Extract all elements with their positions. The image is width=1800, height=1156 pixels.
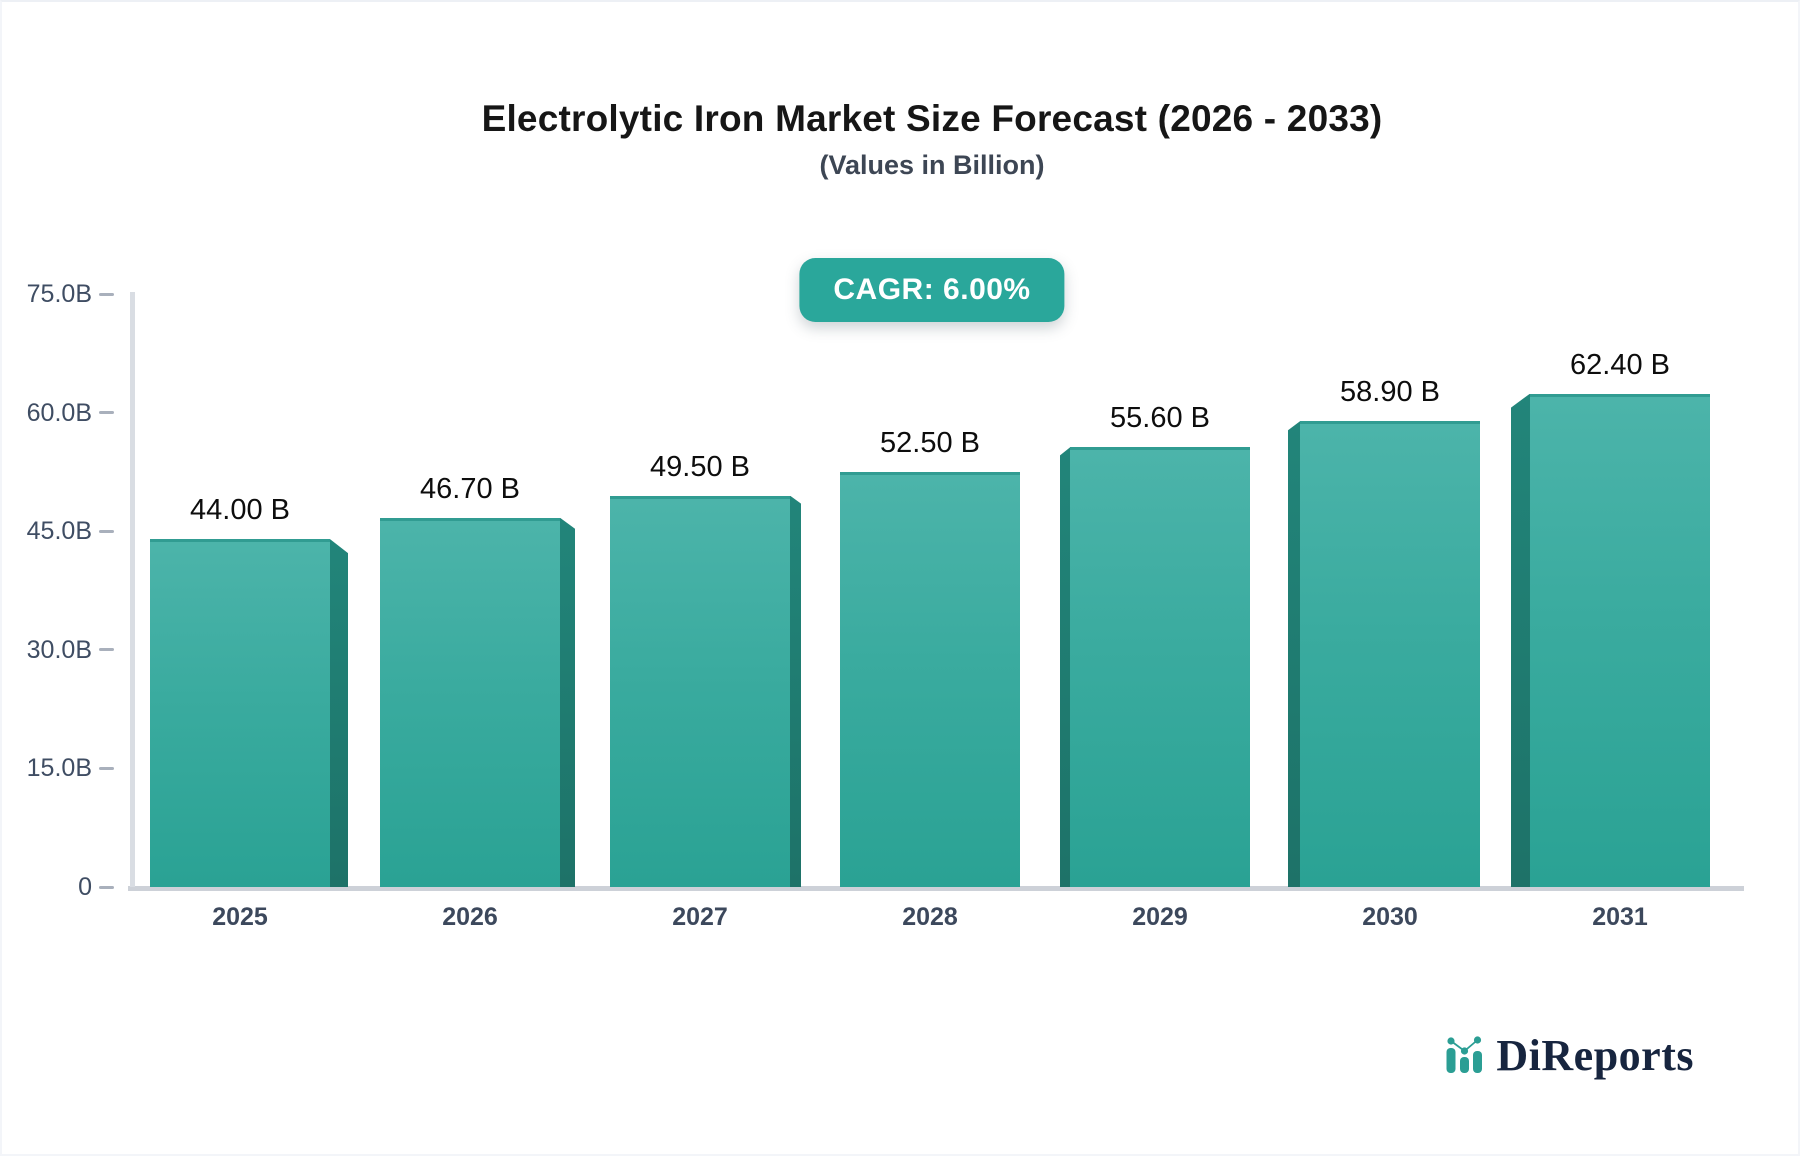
y-tick-mark — [99, 292, 114, 296]
x-axis-label-2026: 2026 — [442, 903, 498, 931]
direports-logo: DiReports — [1444, 1034, 1694, 1078]
bar-2030[interactable] — [1300, 421, 1480, 887]
y-tick-label: 0 — [78, 873, 92, 901]
y-tick-label: 60.0B — [26, 398, 92, 427]
bar-2026[interactable] — [380, 517, 560, 887]
x-axis-label-2029: 2029 — [1132, 903, 1188, 931]
y-axis-line — [130, 292, 135, 887]
bar-3d-side-2031 — [1511, 393, 1530, 887]
bar-value-label: 44.00 B — [190, 494, 290, 527]
y-tick-label: 30.0B — [26, 635, 92, 664]
bar-2031[interactable] — [1530, 393, 1710, 887]
y-tick-mark — [99, 411, 114, 415]
x-axis-label-2027: 2027 — [672, 903, 728, 931]
bar-2028[interactable] — [840, 471, 1020, 887]
y-tick-label: 45.0B — [26, 517, 92, 546]
chart-subtitle: (Values in Billion) — [819, 150, 1045, 180]
x-axis-label-2031: 2031 — [1592, 903, 1648, 931]
x-axis-line — [128, 886, 1744, 891]
bar-3d-side-2026 — [560, 517, 575, 887]
bar-value-label: 55.60 B — [1110, 402, 1210, 435]
bar-3d-side-2030 — [1288, 421, 1300, 887]
cagr-badge: CAGR: 6.00% — [799, 258, 1065, 322]
bar-line-chart-icon — [1446, 1036, 1483, 1073]
x-axis-label-2028: 2028 — [902, 903, 958, 931]
bar-value-label: 49.50 B — [650, 450, 750, 483]
bar-3d-side-2025 — [330, 539, 348, 887]
x-axis-label-2025: 2025 — [212, 903, 268, 931]
bar-3d-side-2027 — [790, 495, 801, 887]
chart-title: Electrolytic Iron Market Size Forecast (… — [481, 98, 1383, 139]
bar-value-label: 46.70 B — [420, 472, 520, 505]
y-tick-mark — [99, 529, 114, 533]
y-tick-label: 15.0B — [26, 754, 92, 783]
y-tick-mark — [99, 885, 114, 889]
bar-value-label: 52.50 B — [880, 426, 980, 459]
bar-2029[interactable] — [1070, 447, 1250, 887]
bar-value-label: 58.90 B — [1340, 376, 1440, 409]
bar-2025[interactable] — [150, 539, 330, 887]
y-tick-mark — [99, 766, 114, 770]
bar-value-label: 62.40 B — [1570, 348, 1670, 381]
bar-3d-side-2029 — [1060, 447, 1070, 887]
x-axis-label-2030: 2030 — [1362, 903, 1418, 931]
y-tick-label: 75.0B — [26, 280, 92, 308]
y-tick-mark — [99, 648, 114, 652]
logo-text: DiReports — [1496, 1031, 1694, 1080]
bar-2027[interactable] — [610, 495, 790, 887]
